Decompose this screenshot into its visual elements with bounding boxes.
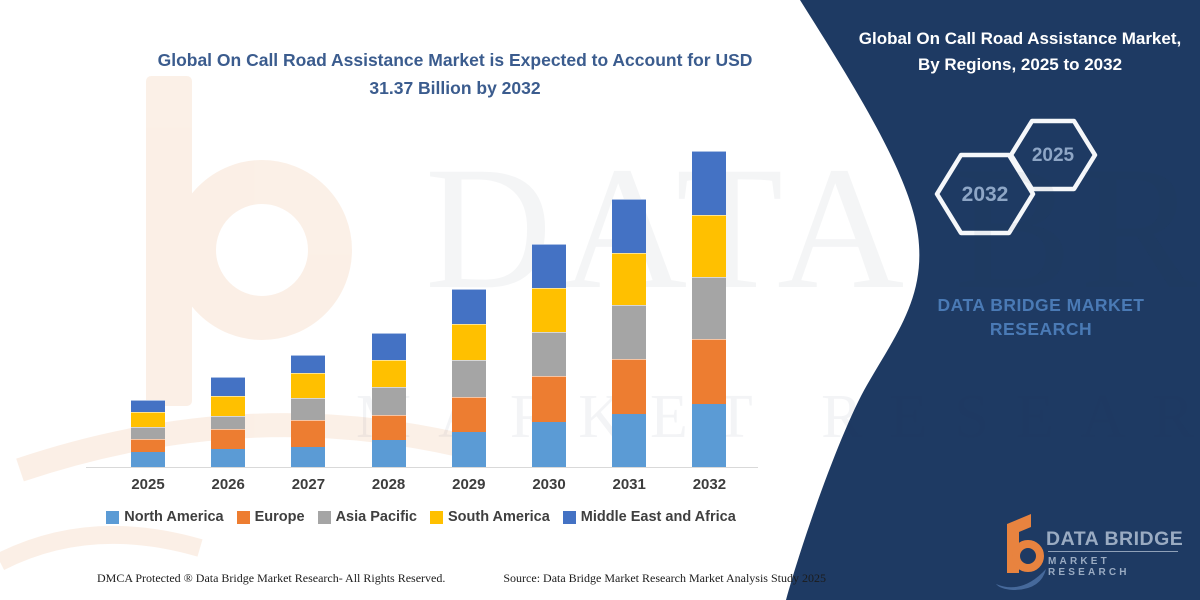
- logo-divider: [1048, 551, 1178, 552]
- legend-swatch-north-america: [106, 510, 120, 524]
- logo-brand-text: DATA BRIDGE: [1046, 528, 1184, 550]
- footer: DMCA Protected ® Data Bridge Market Rese…: [97, 571, 826, 586]
- x-axis-label-2030: 2030: [532, 476, 566, 493]
- legend-item-europe: Europe: [236, 509, 305, 525]
- bar-segment-south-america-2032: [692, 215, 727, 277]
- bar-segment-asia-pacific-2030: [532, 332, 566, 376]
- bar-segment-asia-pacific-2031: [612, 305, 647, 359]
- x-axis-label-2031: 2031: [612, 476, 646, 493]
- x-axis-label-2026: 2026: [211, 476, 245, 493]
- bar-segment-asia-pacific-2029: [451, 360, 486, 397]
- legend-item-middle-east-and-africa: Middle East and Africa: [562, 509, 736, 525]
- legend-label-asia-pacific: Asia Pacific: [335, 509, 417, 525]
- bar-segment-europe-2027: [291, 420, 326, 447]
- bar-segment-north-america-2032: [692, 404, 727, 467]
- x-axis-label-2025: 2025: [131, 476, 165, 493]
- x-axis-line: [86, 467, 758, 468]
- bar-segment-middle-east-and-africa-2030: [532, 244, 566, 288]
- panel-brand-text: DATA BRIDGE MARKET RESEARCH: [937, 295, 1145, 339]
- bar-segment-middle-east-and-africa-2026: [211, 377, 246, 396]
- bar-segment-north-america-2025: [131, 452, 165, 467]
- bar-segment-south-america-2028: [371, 360, 406, 387]
- chart-legend: North America Europe Asia Pacific South Ame…: [85, 509, 757, 525]
- bar-segment-north-america-2028: [371, 440, 406, 467]
- bar-segment-europe-2030: [532, 376, 566, 422]
- bar-segment-north-america-2027: [291, 447, 326, 467]
- bar-segment-north-america-2030: [532, 422, 566, 467]
- bar-segment-middle-east-and-africa-2031: [612, 199, 647, 253]
- legend-swatch-south-america: [430, 510, 443, 524]
- bar-segment-europe-2025: [131, 439, 165, 452]
- bar-segment-middle-east-and-africa-2032: [692, 151, 727, 215]
- bar-segment-north-america-2026: [211, 449, 246, 467]
- x-axis-label-2029: 2029: [452, 476, 486, 493]
- hexagon-2032-icon: [934, 152, 1036, 236]
- legend-label-south-america: South America: [448, 509, 550, 525]
- bar-segment-europe-2032: [692, 339, 727, 404]
- bar-segment-south-america-2027: [291, 373, 326, 398]
- bar-segment-south-america-2031: [612, 253, 647, 305]
- panel-background-shape: [786, 0, 1200, 600]
- bar-segment-middle-east-and-africa-2027: [291, 355, 326, 373]
- legend-swatch-asia-pacific: [317, 510, 331, 524]
- bar-segment-europe-2029: [451, 397, 486, 432]
- bar-segment-south-america-2030: [532, 288, 566, 332]
- bar-segment-asia-pacific-2026: [211, 416, 246, 429]
- bar-segment-europe-2028: [371, 415, 406, 440]
- legend-item-north-america: North America: [106, 509, 224, 525]
- bar-segment-asia-pacific-2025: [131, 427, 165, 439]
- bar-segment-middle-east-and-africa-2025: [131, 400, 165, 412]
- bar-segment-asia-pacific-2028: [371, 387, 406, 415]
- legend-item-asia-pacific: Asia Pacific: [317, 509, 417, 525]
- bar-segment-south-america-2026: [211, 396, 246, 416]
- bar-segment-middle-east-and-africa-2028: [371, 333, 406, 360]
- bar-segment-asia-pacific-2032: [692, 277, 727, 339]
- bar-segment-europe-2031: [612, 359, 647, 414]
- watermark-swoosh-small-icon: [0, 525, 203, 571]
- corner-logo-icon: [996, 514, 1046, 590]
- legend-label-north-america: North America: [124, 509, 224, 525]
- bar-segment-europe-2026: [211, 429, 246, 449]
- legend-swatch-europe: [236, 510, 250, 524]
- bar-segment-south-america-2029: [451, 324, 486, 360]
- x-axis-label-2027: 2027: [291, 476, 326, 493]
- bar-segment-north-america-2029: [451, 432, 486, 467]
- panel-title: Global On Call Road Assistance Market, B…: [858, 29, 1182, 75]
- bar-segment-middle-east-and-africa-2029: [451, 289, 486, 324]
- legend-swatch-middle-east-and-africa: [562, 510, 576, 524]
- legend-label-europe: Europe: [254, 509, 305, 525]
- logo-b-bowl-icon: [1012, 540, 1044, 572]
- hexagon-2025-label: 2025: [1031, 145, 1075, 166]
- legend-item-south-america: South America: [430, 509, 550, 525]
- source-note: Source: Data Bridge Market Research Mark…: [503, 571, 826, 585]
- watermark-b-bowl: [172, 160, 352, 340]
- bar-segment-north-america-2031: [612, 414, 647, 467]
- chart-title: Global On Call Road Assistance Market is…: [157, 50, 753, 98]
- watermark-b-stem: [146, 76, 192, 406]
- x-axis-label-2028: 2028: [371, 476, 406, 493]
- bar-segment-south-america-2025: [131, 412, 165, 427]
- legend-label-middle-east-and-africa: Middle East and Africa: [580, 509, 736, 525]
- logo-swoosh-icon: [996, 569, 1046, 590]
- hexagon-2032-label: 2032: [961, 183, 1009, 206]
- x-axis-label-2032: 2032: [692, 476, 727, 493]
- bar-segment-asia-pacific-2027: [291, 398, 326, 420]
- dmca-notice: DMCA Protected ® Data Bridge Market Rese…: [97, 571, 446, 585]
- logo-tagline-text: MARKET RESEARCH: [1048, 556, 1130, 578]
- hexagon-2025-icon: [1008, 118, 1098, 192]
